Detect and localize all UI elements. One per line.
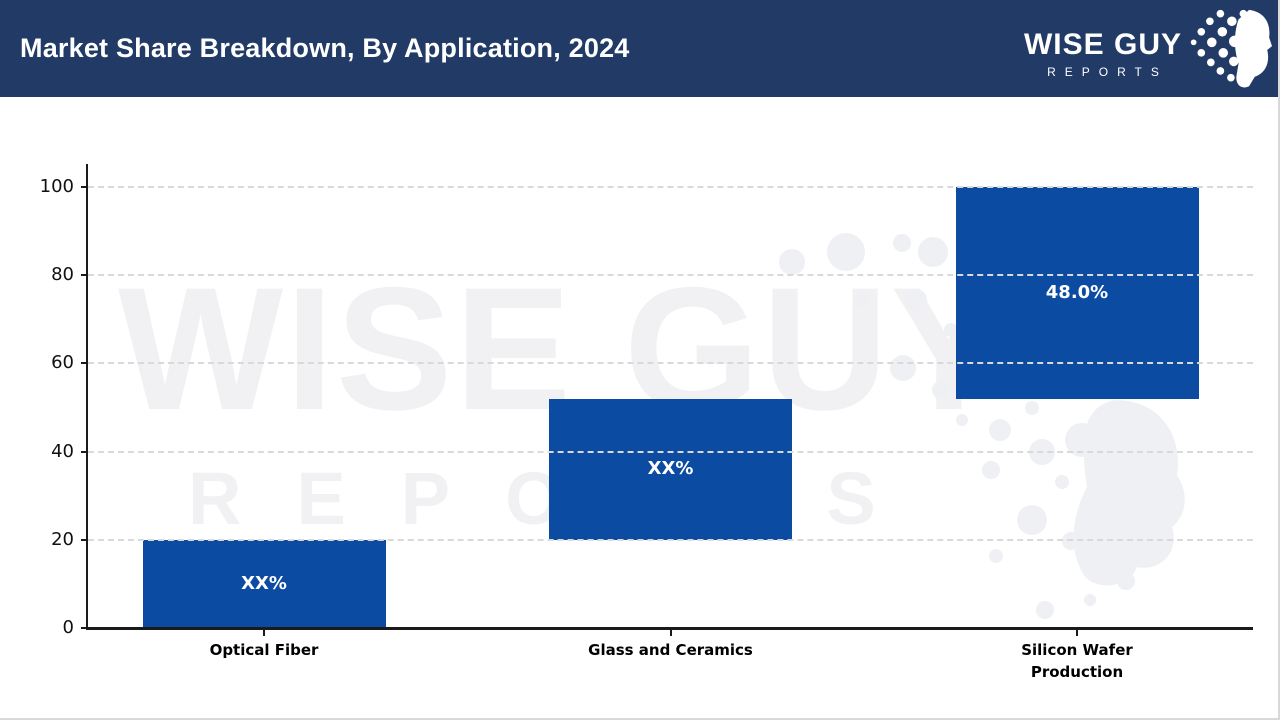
x-tick-mark	[669, 630, 672, 636]
y-tick-mark	[81, 362, 88, 365]
bar-glass-and-ceramics	[549, 398, 792, 540]
logo-text: WISE GUY REPORTS	[1023, 28, 1182, 79]
x-tick-mark	[1076, 630, 1078, 636]
y-tick-mark	[81, 538, 88, 541]
y-tick-mark	[81, 274, 88, 277]
gridline-60	[88, 362, 1253, 365]
gridline-80	[88, 274, 1253, 277]
x-tick-label-silicon-wafer-production: Silicon Wafer Production	[1021, 641, 1133, 681]
bar-value-label: 48.0%	[1045, 281, 1109, 303]
y-tick-label: 20	[51, 528, 74, 550]
y-axis-line	[86, 164, 88, 630]
logo-subtext: REPORTS	[1047, 65, 1168, 79]
gridline-20	[88, 538, 1253, 541]
bar-value-label: XX%	[647, 458, 694, 480]
y-tick-mark	[81, 627, 88, 629]
x-tick-label-glass-and-ceramics: Glass and Ceramics	[588, 641, 753, 659]
header-bar: Market Share Breakdown, By Application, …	[0, 0, 1278, 97]
bar-value-label: XX%	[241, 572, 287, 594]
wiseguy-logo: WISE GUY REPORTS	[1024, 6, 1272, 92]
y-tick-label: 80	[51, 264, 74, 286]
x-tick-label-optical-fiber: Optical Fiber	[209, 641, 319, 659]
y-tick-mark	[81, 186, 88, 188]
y-tick-label: 0	[62, 617, 74, 638]
x-tick-mark	[263, 630, 265, 636]
gridline-100	[88, 186, 1253, 188]
logo-head-icon	[1190, 9, 1272, 88]
logo-wordmark: WISE GUY	[1023, 28, 1182, 61]
y-tick-label: 40	[51, 440, 74, 462]
y-tick-label: 100	[39, 176, 74, 197]
x-axis-line	[86, 627, 1253, 630]
y-tick-mark	[81, 450, 88, 453]
page-title: Market Share Breakdown, By Application, …	[20, 33, 630, 63]
gridline-40	[88, 450, 1253, 453]
bar-optical-fiber	[142, 539, 386, 628]
y-tick-label: 60	[51, 352, 74, 374]
